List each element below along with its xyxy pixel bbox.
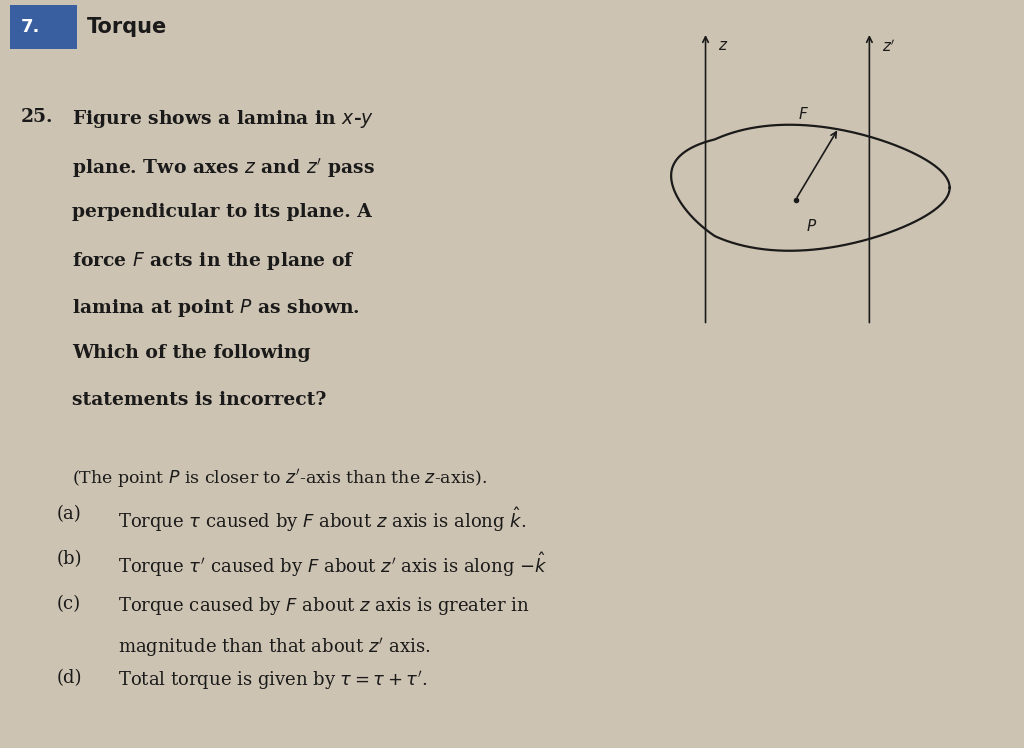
- Text: 7.: 7.: [20, 18, 40, 36]
- Text: force $F$ acts in the plane of: force $F$ acts in the plane of: [72, 250, 354, 272]
- Text: $z'$: $z'$: [882, 38, 895, 55]
- Text: (b): (b): [56, 550, 82, 568]
- Text: (d): (d): [56, 669, 82, 687]
- Text: Total torque is given by $\tau = \tau + \tau'$.: Total torque is given by $\tau = \tau + …: [118, 669, 427, 693]
- Text: magnitude than that about $z'$ axis.: magnitude than that about $z'$ axis.: [118, 636, 430, 659]
- Text: statements is incorrect?: statements is incorrect?: [72, 391, 326, 409]
- FancyBboxPatch shape: [10, 5, 77, 49]
- Text: Figure shows a lamina in $x$-$y$: Figure shows a lamina in $x$-$y$: [72, 108, 374, 130]
- Text: perpendicular to its plane. A: perpendicular to its plane. A: [72, 203, 372, 221]
- Text: $P$: $P$: [806, 218, 817, 233]
- Text: $z$: $z$: [718, 38, 728, 53]
- Text: lamina at point $P$ as shown.: lamina at point $P$ as shown.: [72, 297, 359, 319]
- Text: Which of the following: Which of the following: [72, 344, 310, 362]
- Text: Torque caused by $F$ about $z$ axis is greater in: Torque caused by $F$ about $z$ axis is g…: [118, 595, 529, 616]
- Text: Torque $\tau'$ caused by $F$ about $z'$ axis is along $-\hat{k}$: Torque $\tau'$ caused by $F$ about $z'$ …: [118, 550, 547, 578]
- Text: plane. Two axes $z$ and $z'$ pass: plane. Two axes $z$ and $z'$ pass: [72, 156, 375, 180]
- Text: 25.: 25.: [20, 108, 53, 126]
- Text: Torque $\tau$ caused by $F$ about $z$ axis is along $\hat{k}$.: Torque $\tau$ caused by $F$ about $z$ ax…: [118, 505, 526, 533]
- Text: (The point $P$ is closer to $z'$-axis than the $z$-axis).: (The point $P$ is closer to $z'$-axis th…: [72, 468, 487, 491]
- Text: $F$: $F$: [798, 106, 809, 122]
- Text: (a): (a): [56, 505, 81, 523]
- Text: (c): (c): [56, 595, 81, 613]
- Text: Torque: Torque: [87, 17, 167, 37]
